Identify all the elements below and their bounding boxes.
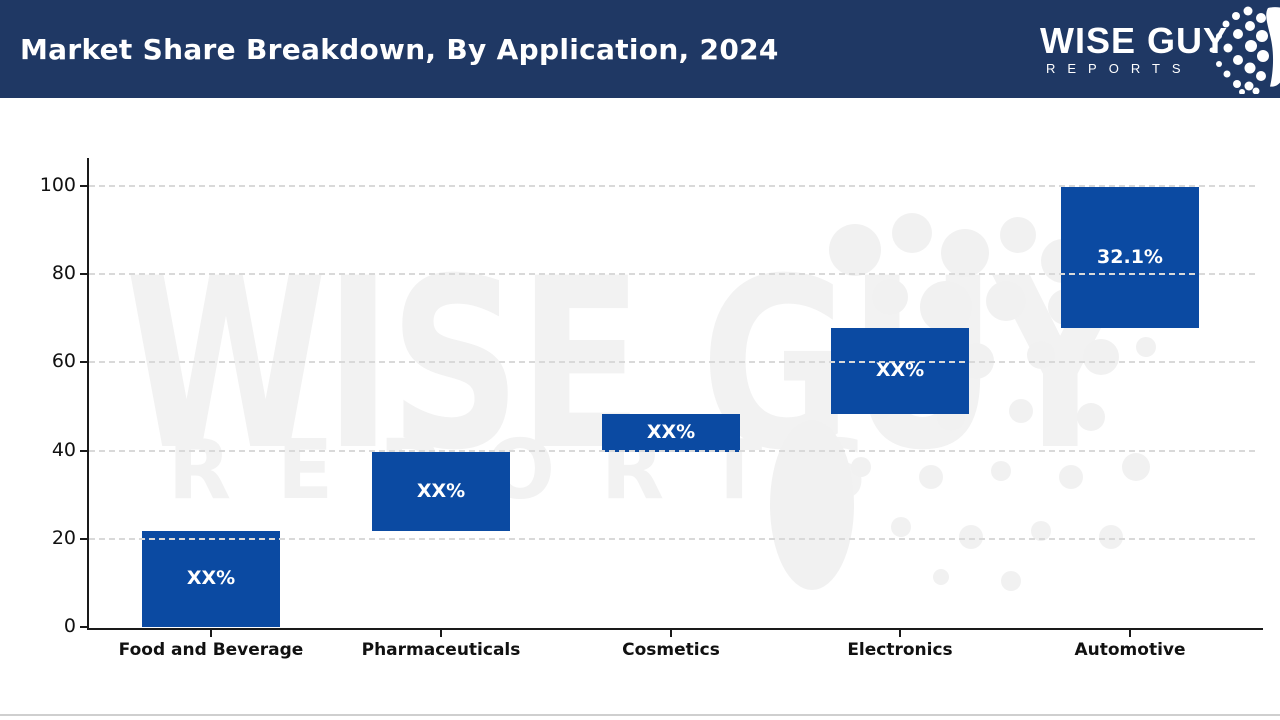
bar-value-label: XX% (875, 359, 925, 382)
bar-electronics (831, 328, 969, 414)
x-tick-4 (1129, 630, 1131, 637)
dotted-head-icon (1209, 6, 1280, 94)
y-tick-label-80: 80 (51, 262, 76, 285)
y-tick-80 (80, 273, 87, 276)
gridline-20 (89, 537, 1255, 540)
y-tick-20 (80, 537, 87, 540)
y-tick-60 (80, 361, 87, 364)
y-tick-100 (80, 185, 87, 187)
logo-brand-text: WISE GUY (1040, 20, 1229, 61)
category-label-pharmaceuticals: Pharmaceuticals (361, 640, 521, 660)
x-tick-0 (210, 630, 212, 637)
y-tick-0 (80, 626, 87, 628)
watermark-reports-text: REPORTS (168, 423, 914, 518)
bar-value-label: XX% (186, 567, 236, 590)
x-tick-1 (440, 630, 442, 637)
page-title: Market Share Breakdown, By Application, … (20, 33, 779, 66)
bar-automotive (1061, 186, 1199, 329)
y-axis-line (87, 158, 89, 630)
gridline-40 (89, 449, 1255, 452)
category-label-food-and-beverage: Food and Beverage (118, 640, 304, 660)
bar-pharmaceuticals (372, 452, 510, 532)
x-tick-2 (670, 630, 672, 637)
header-bar: Market Share Breakdown, By Application, … (0, 0, 1280, 98)
x-tick-3 (899, 630, 901, 637)
y-tick-label-40: 40 (51, 438, 76, 461)
category-label-electronics: Electronics (847, 640, 953, 660)
logo-reports-text: REPORTS (1046, 61, 1193, 76)
gridline-60 (89, 361, 1255, 364)
category-label-automotive: Automotive (1074, 640, 1186, 660)
y-tick-40 (80, 449, 87, 452)
bar-food-and-beverage (142, 531, 280, 627)
gridline-80 (89, 273, 1255, 276)
bar-value-label: XX% (416, 479, 466, 502)
x-axis-line (87, 628, 1263, 630)
bottom-divider-line (0, 714, 1280, 716)
y-tick-label-0: 0 (63, 615, 76, 637)
bar-value-label: XX% (646, 421, 696, 444)
category-label-cosmetics: Cosmetics (622, 640, 720, 660)
y-tick-label-60: 60 (51, 350, 76, 373)
y-tick-label-20: 20 (51, 526, 76, 549)
wiseguy-logo: WISE GUY REPORTS (1040, 0, 1280, 98)
bar-value-label: 32.1% (1097, 245, 1163, 268)
y-tick-label-100: 100 (39, 174, 76, 196)
gridline-100 (89, 185, 1255, 187)
bar-cosmetics (602, 413, 740, 453)
